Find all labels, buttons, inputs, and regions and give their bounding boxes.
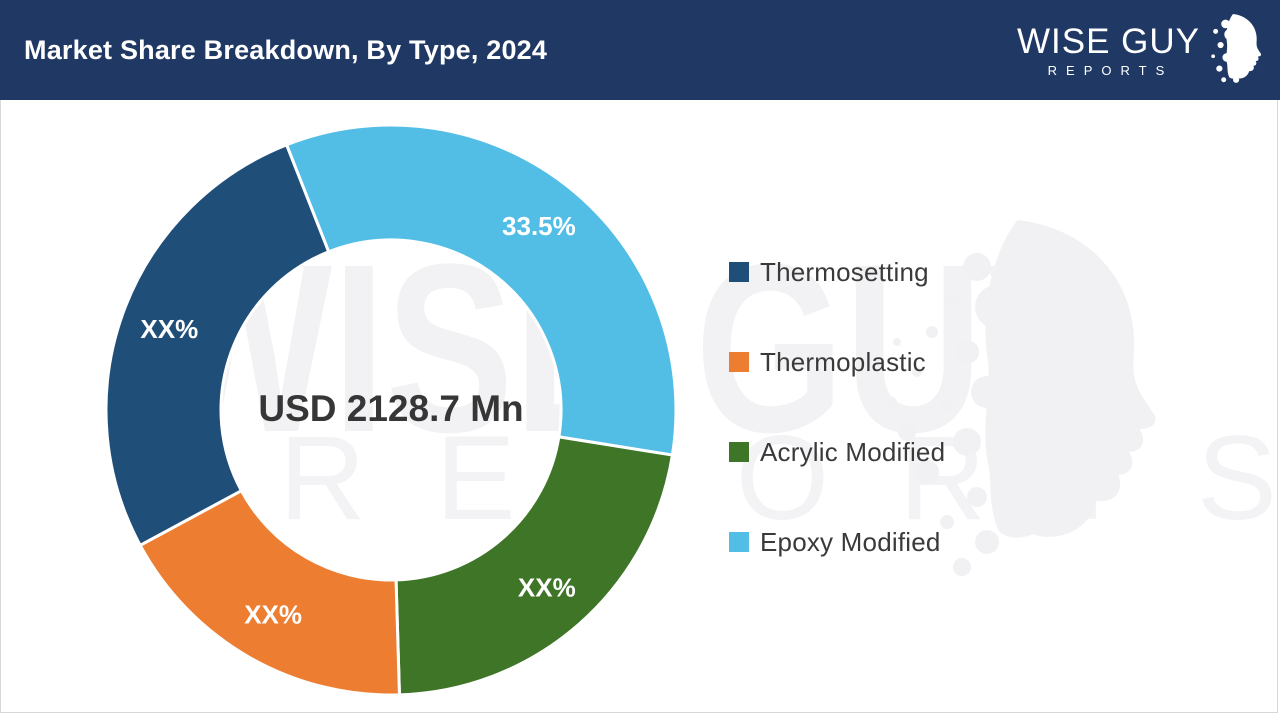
- slice-label-epoxy-modified: 33.5%: [502, 211, 576, 241]
- legend-item-thermoplastic: Thermoplastic: [729, 347, 945, 377]
- legend-swatch-thermosetting: [729, 262, 749, 282]
- legend-item-acrylic-modified: Acrylic Modified: [729, 437, 945, 467]
- page-title: Market Share Breakdown, By Type, 2024: [24, 34, 548, 65]
- chart-legend: Thermosetting Thermoplastic Acrylic Modi…: [729, 257, 945, 617]
- legend-swatch-acrylic-modified: [729, 442, 749, 462]
- slice-label-thermosetting: XX%: [140, 314, 198, 344]
- donut-slice-thermosetting: [104, 143, 331, 547]
- slice-label-thermoplastic: XX%: [244, 599, 302, 629]
- legend-label: Epoxy Modified: [760, 526, 941, 557]
- legend-label: Thermosetting: [760, 256, 929, 287]
- legend-swatch-thermoplastic: [729, 352, 749, 372]
- logo-brand-subname: REPORTS: [1047, 62, 1174, 78]
- chart-canvas: WISE GUY REPORTS 33.5% XX% XX% XX% USD 2128…: [0, 100, 1278, 713]
- donut-slice-thermoplastic: [138, 489, 401, 697]
- wiseguy-logo: WISE GUY REPORTS: [1017, 8, 1264, 92]
- header-bar: Market Share Breakdown, By Type, 2024 WI…: [0, 0, 1280, 100]
- legend-label: Acrylic Modified: [760, 436, 946, 467]
- donut-slice-epoxy-modified: [285, 123, 678, 457]
- logo-face-icon: [1211, 14, 1262, 83]
- legend-item-epoxy-modified: Epoxy Modified: [729, 527, 945, 557]
- legend-item-thermosetting: Thermosetting: [729, 257, 945, 287]
- legend-swatch-epoxy-modified: [729, 532, 749, 552]
- donut-slice-acrylic-modified: [394, 435, 674, 697]
- logo-brand-name: WISE GUY: [1016, 21, 1200, 61]
- donut-chart: 33.5% XX% XX% XX%: [104, 123, 678, 697]
- watermark-face-icon: [887, 220, 1156, 576]
- legend-label: Thermoplastic: [760, 346, 926, 377]
- chart-center-value: USD 2128.7 Mn: [258, 388, 524, 429]
- slice-label-acrylic-modified: XX%: [518, 572, 576, 602]
